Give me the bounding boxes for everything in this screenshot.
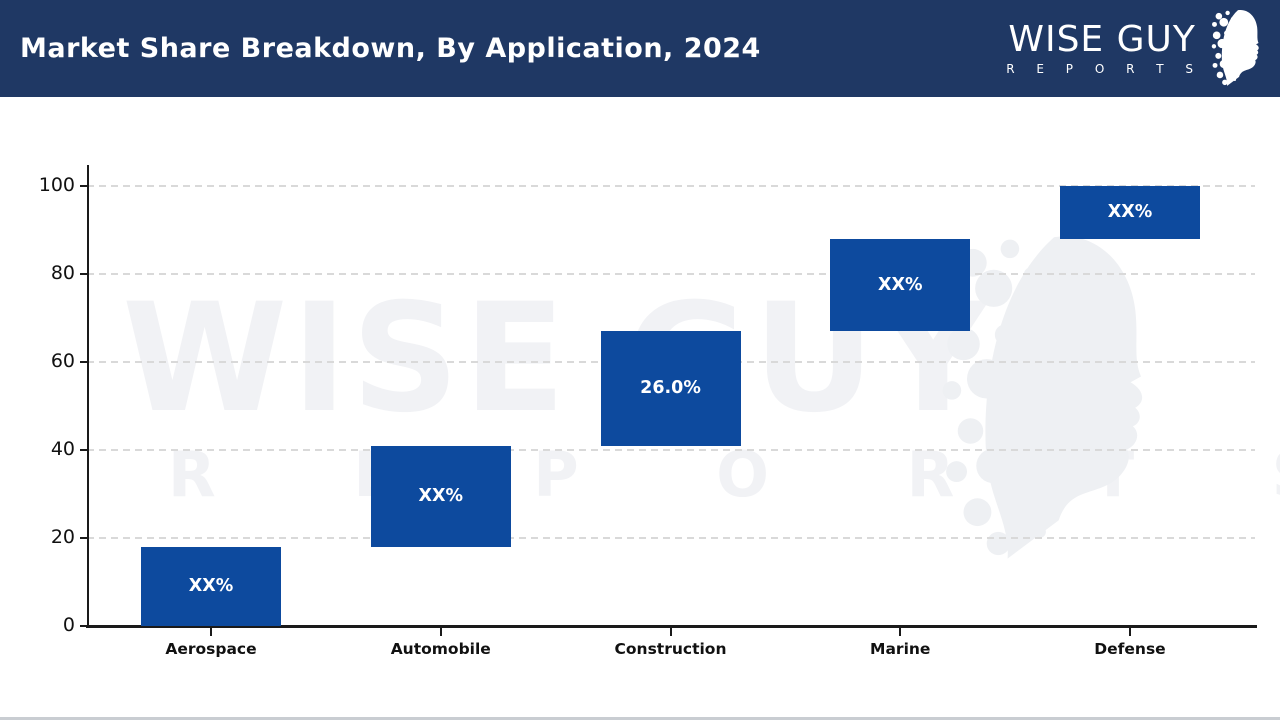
bar-marine [830, 238, 971, 332]
gridline [87, 537, 1255, 539]
logo-face-icon [1206, 8, 1270, 90]
bar-automobile [370, 445, 511, 547]
bottom-border [0, 717, 1280, 720]
x-category-label: Aerospace [165, 640, 257, 658]
gridline [87, 449, 1255, 451]
y-tick-label: 80 [50, 262, 75, 284]
x-axis-tick [899, 628, 902, 636]
header-bar: Market Share Breakdown, By Application, … [0, 0, 1280, 97]
x-axis-tick [669, 628, 672, 636]
x-axis [86, 625, 1257, 628]
x-category-label: Marine [870, 640, 931, 658]
y-axis-tick [80, 185, 87, 187]
y-axis-tick [80, 537, 87, 539]
bar-aerospace [141, 546, 281, 626]
y-axis-tick [80, 625, 87, 627]
y-tick-label: 40 [50, 438, 75, 460]
logo-brand-text: WISE GUY [1008, 18, 1196, 60]
bar-construction [600, 331, 741, 446]
watermark-face-icon [935, 228, 1173, 576]
y-axis-tick [80, 449, 87, 451]
y-tick-label: 100 [38, 174, 75, 196]
logo-text-block: WISE GUY R E P O R T S [1002, 18, 1202, 76]
page-title: Market Share Breakdown, By Application, … [20, 33, 761, 64]
bar-value-label: XX% [1107, 202, 1153, 223]
bar-value-label: 26.0% [640, 378, 701, 399]
bar-value-label: XX% [877, 274, 923, 295]
y-tick-label: 0 [62, 614, 75, 636]
wise-guy-logo: WISE GUY R E P O R T S [1002, 8, 1280, 90]
x-category-label: Defense [1094, 640, 1166, 658]
x-axis-tick [439, 628, 442, 636]
gridline [87, 273, 1255, 275]
x-axis-tick [210, 628, 212, 636]
y-axis-tick [80, 361, 87, 363]
y-axis-tick [80, 273, 87, 275]
y-axis [87, 165, 89, 628]
logo-reports-text: R E P O R T S [1006, 61, 1202, 76]
y-tick-label: 60 [50, 350, 75, 372]
x-category-label: Automobile [390, 640, 491, 658]
bar-defense [1060, 186, 1200, 239]
gridline [87, 185, 1255, 187]
x-axis-tick [1129, 628, 1131, 636]
bar-value-label: XX% [418, 486, 464, 507]
bar-value-label: XX% [188, 576, 234, 597]
x-category-label: Construction [614, 640, 727, 658]
y-tick-label: 20 [50, 526, 75, 548]
